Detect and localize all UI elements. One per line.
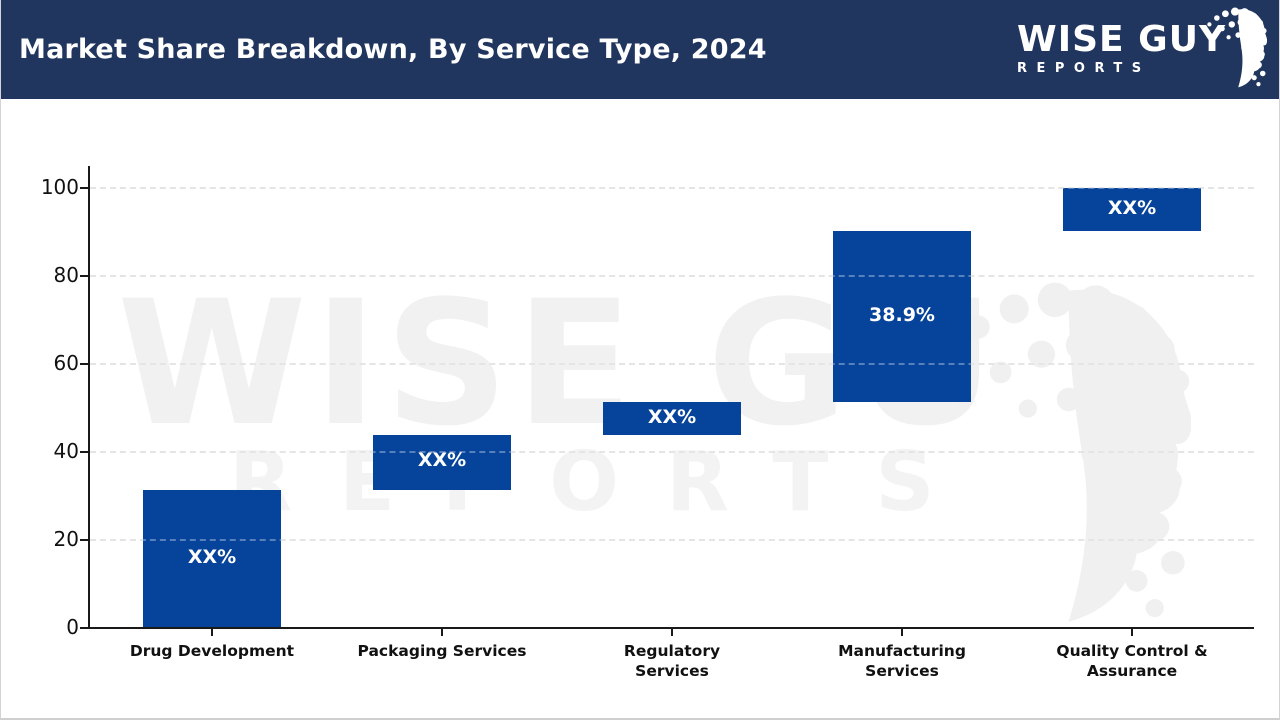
x-axis-category-label-line: Quality Control & bbox=[1056, 642, 1208, 660]
bar-segment bbox=[1063, 188, 1201, 232]
x-axis-tickmark bbox=[441, 629, 443, 636]
bar-segment bbox=[603, 402, 741, 435]
page-title: Market Share Breakdown, By Service Type,… bbox=[19, 34, 767, 65]
x-axis-category-label: Drug Development bbox=[97, 641, 327, 661]
watermark-subtitle: REPORTS bbox=[229, 435, 982, 530]
wise-guy-logo: WISE GUY REPORTS bbox=[1017, 7, 1267, 93]
x-axis-category-label-line: Manufacturing bbox=[838, 642, 966, 660]
x-axis-tickmark bbox=[211, 629, 213, 636]
y-axis-tick-label: 60 bbox=[53, 351, 79, 375]
bar-segment bbox=[143, 489, 281, 628]
x-axis-tickmark bbox=[671, 629, 673, 636]
x-axis-category-label: Regulatory Services bbox=[557, 641, 787, 681]
bar-value-label: XX% bbox=[1107, 196, 1157, 219]
y-axis-tick-label: 0 bbox=[66, 615, 79, 639]
gridline-overlay bbox=[90, 539, 1254, 541]
y-axis-tickmark bbox=[80, 275, 88, 277]
x-axis-category-label: Packaging Services bbox=[327, 641, 557, 661]
y-axis-tick-label: 100 bbox=[40, 175, 79, 199]
gridline-overlay bbox=[90, 187, 1254, 189]
y-axis-tickmark bbox=[80, 451, 88, 453]
x-axis-category-label-line: Drug Development bbox=[129, 642, 295, 660]
gridline bbox=[90, 451, 1254, 453]
logo-subtitle: REPORTS bbox=[1017, 61, 1151, 76]
y-axis-tickmark bbox=[80, 187, 88, 189]
x-axis-tickmark bbox=[1131, 629, 1133, 636]
gridline bbox=[90, 363, 1254, 365]
y-axis-tick-label: 20 bbox=[53, 527, 79, 551]
gridline bbox=[90, 539, 1254, 541]
x-axis-category-label-line: Assurance bbox=[1086, 662, 1178, 680]
x-axis-category-label: Quality Control & Assurance bbox=[1017, 641, 1247, 681]
x-axis-category-label-line: Regulatory bbox=[623, 642, 721, 660]
bar-value-label: XX% bbox=[187, 545, 237, 568]
y-axis-tickmark bbox=[80, 627, 88, 629]
x-axis-category-label-line: Services bbox=[635, 662, 709, 680]
gridline bbox=[90, 275, 1254, 277]
gridline-overlay bbox=[90, 363, 1254, 365]
x-axis-tickmark bbox=[901, 629, 903, 636]
bar-value-label: XX% bbox=[417, 449, 467, 472]
header-bar: Market Share Breakdown, By Service Type,… bbox=[1, 0, 1279, 99]
dotted-face-icon bbox=[1203, 7, 1267, 93]
gridline-overlay bbox=[90, 451, 1254, 453]
bar-segment bbox=[373, 434, 511, 490]
y-axis-tick-label: 80 bbox=[53, 263, 79, 287]
y-axis-spine bbox=[88, 166, 90, 629]
bar-value-label: XX% bbox=[647, 405, 697, 428]
bar-value-label: 38.9% bbox=[869, 303, 935, 326]
x-axis-category-label: Manufacturing Services bbox=[787, 641, 1017, 681]
x-axis-category-label-line: Packaging Services bbox=[357, 642, 527, 660]
x-axis-spine bbox=[88, 627, 1254, 630]
x-axis-category-label-line: Services bbox=[865, 662, 939, 680]
gridline bbox=[90, 187, 1254, 189]
bar-segment bbox=[833, 231, 971, 403]
y-axis-tick-label: 40 bbox=[53, 439, 79, 463]
y-axis-tickmark bbox=[80, 539, 88, 541]
gridline-overlay bbox=[90, 275, 1254, 277]
y-axis-tickmark bbox=[80, 363, 88, 365]
logo-text: WISE GUY REPORTS bbox=[1017, 19, 1227, 77]
logo-wordmark: WISE GUY bbox=[1017, 19, 1227, 60]
